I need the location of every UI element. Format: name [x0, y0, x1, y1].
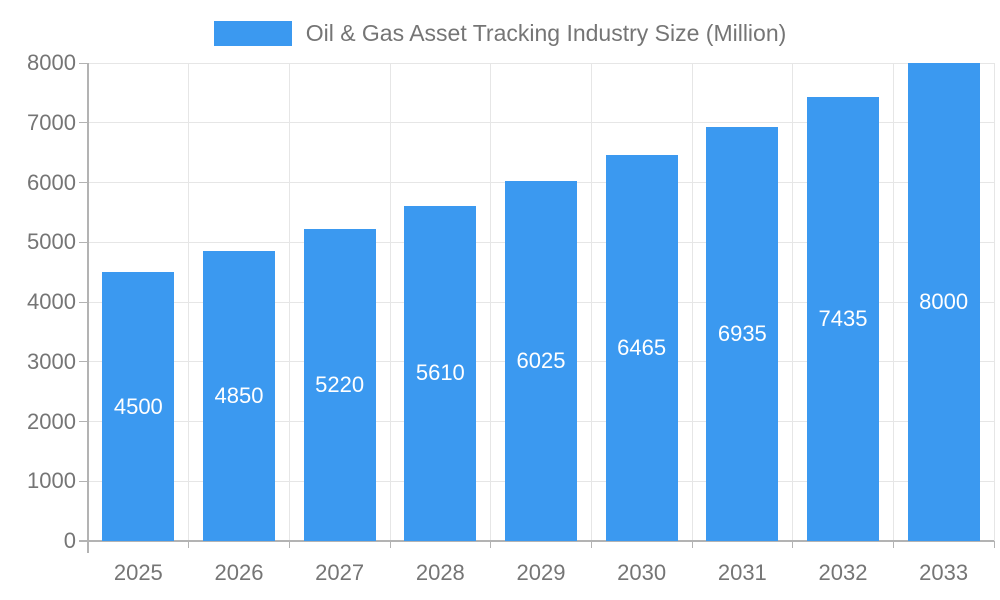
h-gridline — [88, 122, 994, 124]
x-axis-label: 2032 — [818, 560, 868, 585]
bar-value-label: 8000 — [919, 289, 969, 314]
y-axis-label: 0 — [63, 528, 76, 553]
bar[interactable] — [303, 229, 376, 541]
bar-value-label: 6465 — [617, 334, 667, 360]
x-axis-tick — [993, 541, 995, 548]
bar[interactable] — [807, 96, 879, 541]
y-axis-tick — [79, 361, 88, 363]
x-axis-label: 2031 — [717, 560, 767, 585]
bar-value-label: 5610 — [415, 360, 465, 386]
x-axis-tick — [691, 541, 693, 548]
bar[interactable] — [505, 181, 577, 541]
x-axis-label: 2027 — [315, 560, 365, 585]
y-axis-tick — [79, 62, 88, 64]
v-gridline — [288, 63, 290, 541]
v-gridline — [590, 63, 592, 541]
bar[interactable] — [605, 154, 678, 541]
bar-value-label: 6025 — [516, 348, 566, 373]
bar-value-label: 4850 — [214, 383, 264, 409]
x-axis-tick — [288, 541, 290, 548]
x-axis-tick — [892, 541, 894, 548]
legend-swatch — [213, 20, 292, 46]
x-axis-label: 2026 — [214, 560, 264, 585]
x-axis-label: 2030 — [617, 560, 667, 585]
bar[interactable] — [203, 251, 275, 541]
x-axis-tick — [188, 541, 190, 548]
y-axis-tick — [79, 122, 88, 124]
v-gridline — [490, 63, 492, 541]
v-gridline — [691, 63, 693, 541]
x-axis-label: 2025 — [113, 560, 163, 585]
x-axis-tick — [490, 541, 492, 548]
x-axis-label: 2028 — [415, 560, 465, 585]
y-axis-label: 6000 — [27, 169, 76, 195]
x-axis-tick — [792, 541, 794, 548]
bar-value-label: 7435 — [818, 305, 868, 331]
y-axis-tick — [79, 301, 88, 303]
bar-value-label: 5220 — [315, 372, 365, 398]
y-axis-label: 2000 — [27, 408, 76, 434]
y-axis-label: 7000 — [27, 109, 76, 135]
y-axis-tick — [79, 241, 88, 243]
bar-value-label: 6935 — [717, 320, 767, 346]
y-axis-label: 8000 — [27, 50, 76, 75]
y-axis-tick — [79, 480, 88, 482]
x-axis-label: 2033 — [919, 560, 969, 585]
legend-label: Oil & Gas Asset Tracking Industry Size (… — [305, 19, 787, 46]
y-axis-label: 1000 — [27, 468, 76, 494]
x-axis-label: 2029 — [516, 560, 566, 585]
v-gridline — [892, 63, 894, 541]
v-gridline — [993, 63, 995, 541]
y-axis-label: 3000 — [27, 348, 76, 374]
v-gridline — [389, 63, 391, 541]
v-gridline — [188, 63, 190, 541]
y-axis-tick — [79, 182, 88, 183]
y-axis-label: 5000 — [27, 229, 76, 255]
x-axis-line — [79, 540, 994, 542]
bar[interactable] — [404, 205, 477, 541]
legend[interactable]: Oil & Gas Asset Tracking Industry Size (… — [0, 18, 1000, 48]
bar-value-label: 4500 — [113, 393, 163, 419]
x-axis-tick — [590, 541, 592, 548]
y-axis-line — [87, 63, 89, 553]
bar[interactable] — [907, 63, 980, 541]
y-axis-label: 4000 — [27, 289, 76, 314]
bar[interactable] — [706, 126, 779, 541]
x-axis-tick — [389, 541, 391, 548]
bar[interactable] — [102, 272, 175, 541]
y-axis-tick — [79, 421, 88, 422]
v-gridline — [792, 63, 794, 541]
h-gridline — [88, 62, 994, 64]
